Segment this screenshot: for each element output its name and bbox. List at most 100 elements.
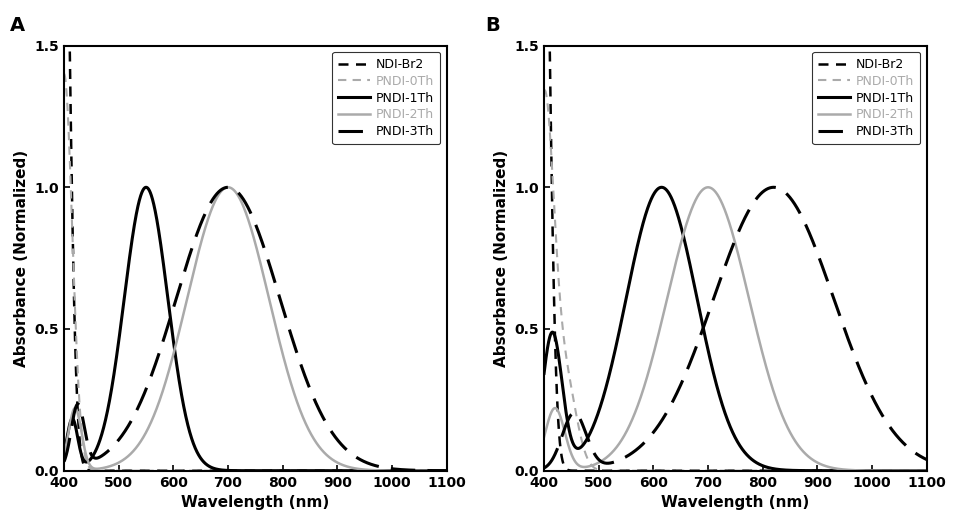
- Text: A: A: [10, 16, 25, 35]
- PNDI-2Th: [222, 184, 233, 190]
- PNDI-2Th: [914, 467, 925, 474]
- PNDI-3Th: [205, 199, 217, 205]
- PNDI-0Th: [205, 467, 217, 474]
- PNDI-3Th: [434, 467, 445, 474]
- PNDI-3Th: [539, 465, 550, 471]
- PNDI-1Th: [434, 467, 445, 474]
- PNDI-1Th: [656, 184, 667, 190]
- PNDI-1Th: [582, 435, 593, 441]
- PNDI-3Th: [102, 448, 113, 454]
- PNDI-2Th: [702, 184, 713, 190]
- NDI-Br2: [605, 467, 616, 474]
- PNDI-3Th: [125, 419, 136, 425]
- PNDI-0Th: [921, 467, 932, 474]
- PNDI-2Th: [441, 467, 452, 474]
- PNDI-3Th: [582, 435, 593, 442]
- NDI-Br2: [441, 467, 452, 474]
- PNDI-2Th: [434, 467, 445, 474]
- PNDI-3Th: [605, 460, 616, 466]
- NDI-Br2: [914, 467, 925, 474]
- NDI-Br2: [222, 467, 233, 474]
- PNDI-2Th: [59, 452, 70, 458]
- Line: PNDI-0Th: PNDI-0Th: [64, 74, 446, 471]
- PNDI-0Th: [102, 467, 113, 474]
- PNDI-3Th: [702, 313, 713, 320]
- Legend: NDI-Br2, PNDI-0Th, PNDI-1Th, PNDI-2Th, PNDI-3Th: NDI-Br2, PNDI-0Th, PNDI-1Th, PNDI-2Th, P…: [812, 52, 921, 144]
- Line: PNDI-0Th: PNDI-0Th: [544, 90, 926, 471]
- PNDI-0Th: [434, 467, 445, 474]
- NDI-Br2: [330, 467, 342, 474]
- NDI-Br2: [702, 467, 713, 474]
- NDI-Br2: [125, 467, 136, 474]
- PNDI-0Th: [539, 88, 550, 94]
- Line: PNDI-3Th: PNDI-3Th: [544, 187, 926, 468]
- PNDI-3Th: [921, 456, 932, 463]
- Line: NDI-Br2: NDI-Br2: [544, 0, 926, 471]
- PNDI-3Th: [873, 405, 884, 411]
- PNDI-3Th: [768, 184, 780, 190]
- PNDI-1Th: [702, 345, 713, 351]
- PNDI-1Th: [873, 467, 884, 474]
- NDI-Br2: [582, 467, 593, 474]
- PNDI-2Th: [205, 208, 217, 214]
- PNDI-1Th: [921, 467, 932, 474]
- PNDI-2Th: [873, 467, 884, 474]
- PNDI-3Th: [222, 184, 233, 190]
- PNDI-3Th: [223, 184, 234, 190]
- PNDI-1Th: [205, 464, 217, 471]
- Line: PNDI-3Th: PNDI-3Th: [64, 187, 446, 471]
- Text: B: B: [485, 16, 499, 35]
- PNDI-2Th: [582, 464, 593, 470]
- PNDI-0Th: [605, 467, 616, 474]
- NDI-Br2: [810, 467, 822, 474]
- PNDI-0Th: [441, 467, 452, 474]
- PNDI-0Th: [873, 467, 884, 474]
- PNDI-0Th: [582, 456, 593, 462]
- NDI-Br2: [434, 467, 445, 474]
- PNDI-1Th: [125, 248, 136, 255]
- Line: PNDI-1Th: PNDI-1Th: [64, 187, 446, 471]
- PNDI-2Th: [223, 184, 234, 190]
- PNDI-0Th: [222, 467, 233, 474]
- PNDI-0Th: [914, 467, 925, 474]
- PNDI-1Th: [539, 370, 550, 377]
- NDI-Br2: [685, 467, 697, 474]
- PNDI-0Th: [374, 467, 386, 474]
- PNDI-1Th: [685, 266, 697, 272]
- PNDI-2Th: [539, 434, 550, 440]
- NDI-Br2: [205, 467, 217, 474]
- X-axis label: Wavelength (nm): Wavelength (nm): [661, 495, 809, 510]
- PNDI-1Th: [914, 467, 925, 474]
- PNDI-0Th: [59, 71, 70, 77]
- PNDI-2Th: [125, 451, 136, 457]
- PNDI-3Th: [59, 458, 70, 465]
- Line: PNDI-1Th: PNDI-1Th: [544, 187, 926, 471]
- PNDI-2Th: [921, 467, 932, 474]
- PNDI-3Th: [393, 466, 404, 473]
- Legend: NDI-Br2, PNDI-0Th, PNDI-1Th, PNDI-2Th, PNDI-3Th: NDI-Br2, PNDI-0Th, PNDI-1Th, PNDI-2Th, P…: [332, 52, 441, 144]
- PNDI-1Th: [140, 184, 152, 190]
- PNDI-0Th: [125, 467, 136, 474]
- PNDI-2Th: [685, 208, 697, 214]
- PNDI-1Th: [605, 367, 616, 374]
- PNDI-0Th: [685, 467, 697, 474]
- PNDI-3Th: [914, 453, 925, 459]
- PNDI-0Th: [702, 467, 713, 474]
- PNDI-2Th: [703, 184, 714, 190]
- PNDI-2Th: [393, 467, 404, 474]
- Y-axis label: Absorbance (Normalized): Absorbance (Normalized): [13, 149, 29, 367]
- PNDI-2Th: [605, 451, 616, 457]
- Line: PNDI-2Th: PNDI-2Th: [64, 187, 446, 471]
- PNDI-0Th: [393, 467, 404, 474]
- PNDI-1Th: [222, 467, 233, 474]
- PNDI-1Th: [102, 407, 113, 413]
- PNDI-3Th: [441, 467, 452, 474]
- NDI-Br2: [873, 467, 884, 474]
- NDI-Br2: [102, 467, 113, 474]
- PNDI-1Th: [59, 451, 70, 457]
- PNDI-3Th: [685, 358, 697, 364]
- PNDI-0Th: [539, 87, 550, 93]
- PNDI-1Th: [441, 467, 452, 474]
- X-axis label: Wavelength (nm): Wavelength (nm): [181, 495, 329, 510]
- Y-axis label: Absorbance (Normalized): Absorbance (Normalized): [493, 149, 509, 367]
